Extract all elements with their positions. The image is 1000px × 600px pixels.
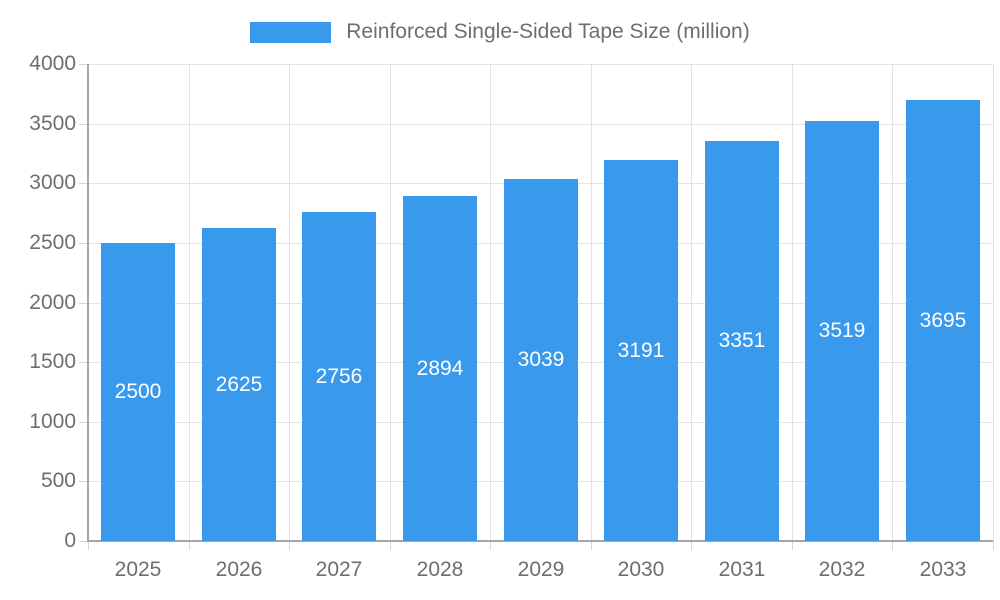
y-axis-tick-label: 1500 xyxy=(29,350,76,373)
y-tick-mark xyxy=(79,303,88,304)
x-gridline xyxy=(892,64,893,541)
y-axis-tick-label: 500 xyxy=(40,469,76,492)
y-tick-mark xyxy=(79,422,88,423)
legend-swatch-icon xyxy=(250,21,332,43)
x-tick-mark xyxy=(490,541,491,550)
x-gridline xyxy=(591,64,592,541)
y-tick-mark xyxy=(79,243,88,244)
y-tick-mark xyxy=(79,362,88,363)
x-axis-tick-label: 2026 xyxy=(215,558,263,581)
y-gridline xyxy=(88,124,993,125)
bar-value-label: 3039 xyxy=(517,348,565,371)
bar[interactable]: 3695 xyxy=(906,100,980,541)
y-tick-mark xyxy=(79,183,88,184)
bar-value-label: 3191 xyxy=(617,338,665,362)
bar[interactable]: 2894 xyxy=(403,196,477,541)
x-axis-line xyxy=(87,540,993,542)
y-tick-mark xyxy=(79,541,88,542)
bar-value-label: 2625 xyxy=(215,372,263,396)
x-axis-tick-label: 2032 xyxy=(818,558,866,581)
x-tick-mark xyxy=(792,541,793,550)
bar[interactable]: 2500 xyxy=(101,243,175,541)
y-axis-tick-label: 3500 xyxy=(29,112,76,135)
bar-value-label: 3351 xyxy=(718,329,766,352)
x-axis-tick-label: 2025 xyxy=(114,558,162,581)
legend-label: Reinforced Single-Sided Tape Size (milli… xyxy=(346,20,750,43)
x-tick-mark xyxy=(189,541,190,550)
x-gridline xyxy=(993,64,994,541)
x-axis-tick-label: 2028 xyxy=(416,558,464,581)
x-gridline xyxy=(189,64,190,541)
bar-value-label: 2500 xyxy=(114,380,162,403)
y-axis-tick-label: 4000 xyxy=(29,52,76,75)
x-axis-tick-label: 2033 xyxy=(919,558,967,581)
x-gridline xyxy=(490,64,491,541)
bar-value-label: 2756 xyxy=(315,364,363,388)
y-axis-tick-label: 1000 xyxy=(29,410,76,433)
x-tick-mark xyxy=(289,541,290,550)
bar-value-label: 3519 xyxy=(818,319,866,342)
x-tick-mark xyxy=(591,541,592,550)
y-gridline xyxy=(88,64,993,65)
bar-value-label: 2894 xyxy=(416,356,464,380)
x-tick-mark xyxy=(691,541,692,550)
x-tick-mark xyxy=(993,541,994,550)
x-axis-tick-label: 2031 xyxy=(718,558,766,581)
bar[interactable]: 3191 xyxy=(604,160,678,541)
y-axis-tick-label: 3000 xyxy=(29,171,76,194)
x-tick-mark xyxy=(88,541,89,550)
bar[interactable]: 3039 xyxy=(504,179,578,541)
x-gridline xyxy=(289,64,290,541)
x-gridline xyxy=(691,64,692,541)
bar[interactable]: 2625 xyxy=(202,228,276,541)
x-axis-tick-label: 2030 xyxy=(617,558,665,581)
y-tick-mark xyxy=(79,64,88,65)
y-tick-mark xyxy=(79,481,88,482)
x-gridline xyxy=(792,64,793,541)
x-gridline xyxy=(390,64,391,541)
bar[interactable]: 3519 xyxy=(805,121,879,541)
x-axis-tick-label: 2027 xyxy=(315,558,363,581)
x-tick-mark xyxy=(892,541,893,550)
chart-legend[interactable]: Reinforced Single-Sided Tape Size (milli… xyxy=(0,20,1000,44)
bar-value-label: 3695 xyxy=(919,308,967,332)
y-axis-line xyxy=(87,64,89,542)
y-tick-mark xyxy=(79,124,88,125)
y-axis-tick-label: 2500 xyxy=(29,231,76,254)
x-axis-tick-label: 2029 xyxy=(517,558,565,581)
x-tick-mark xyxy=(390,541,391,550)
y-axis-tick-label: 2000 xyxy=(29,291,76,314)
y-axis-tick-label: 0 xyxy=(64,529,76,552)
bar[interactable]: 2756 xyxy=(302,212,376,541)
bar[interactable]: 3351 xyxy=(705,141,779,541)
